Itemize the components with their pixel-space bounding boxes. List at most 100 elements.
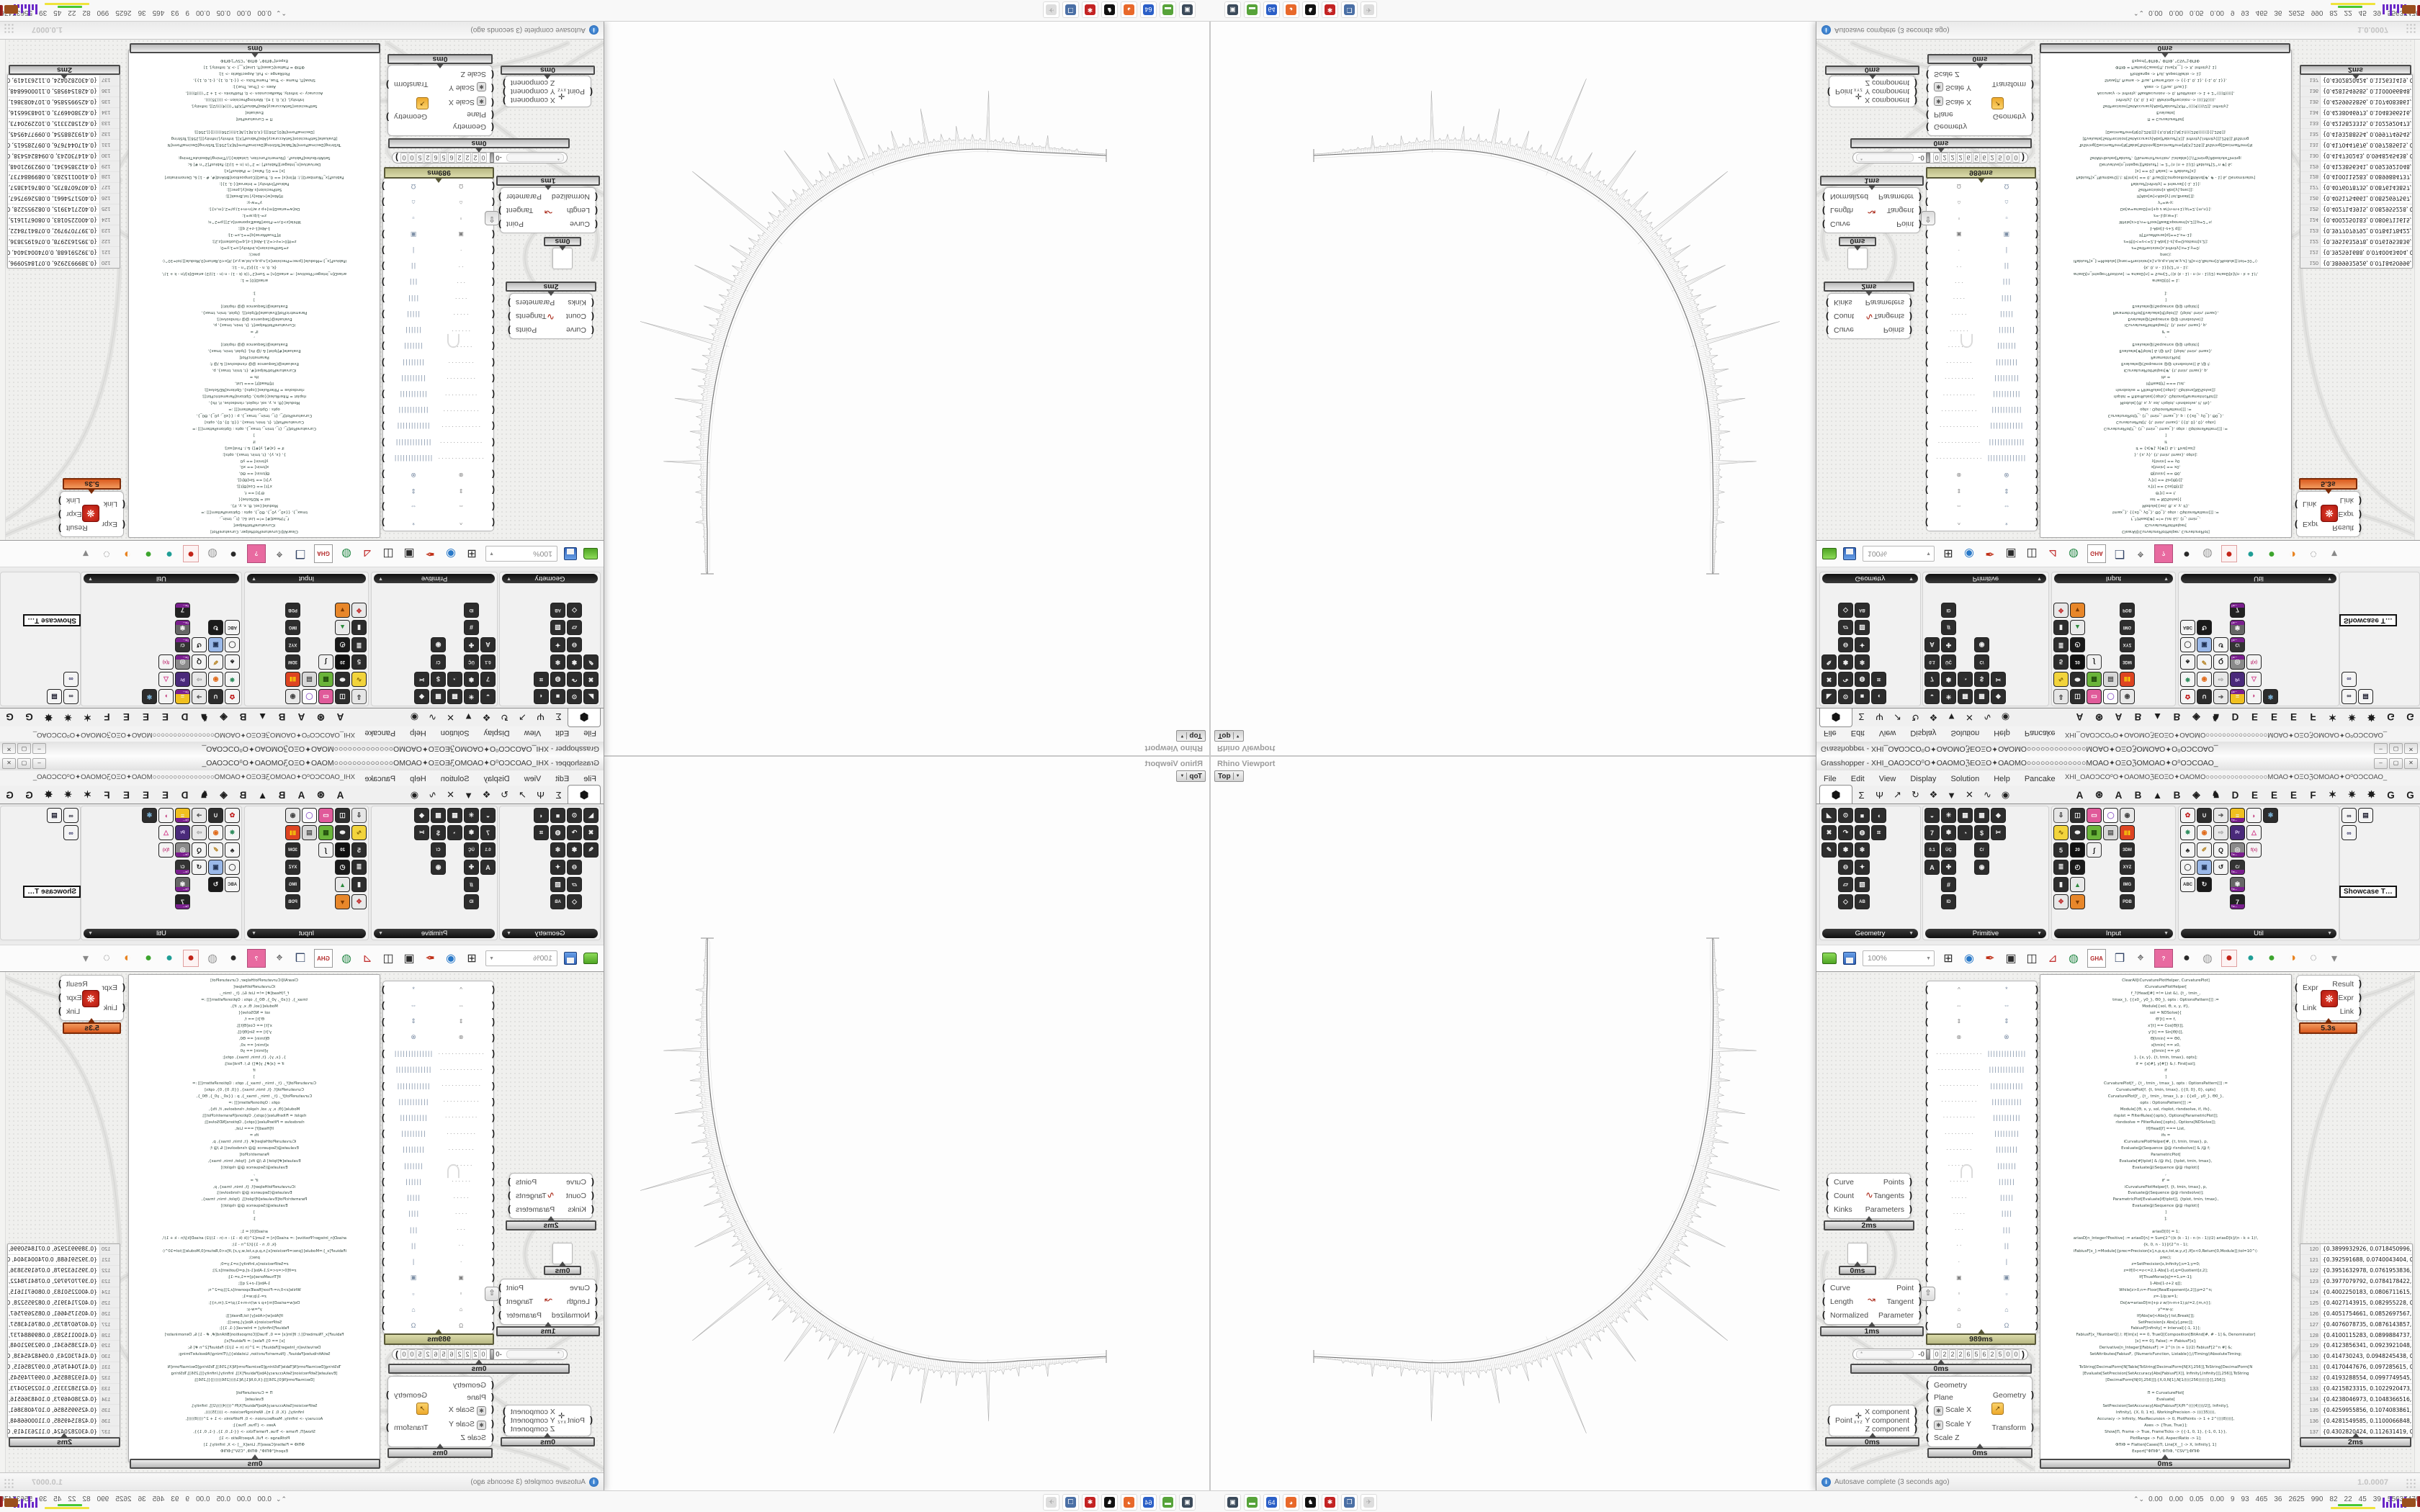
component-icon[interactable]: ▧ [1855, 620, 1870, 635]
component-icon[interactable]: $ [1974, 825, 1989, 840]
find-search-icon[interactable]: ⌖ [2137, 952, 2144, 964]
mathematica-expression-component[interactable]: ExprLinkResultExprLink❋ [2295, 975, 2362, 1021]
symbol-row[interactable]: ············|||||||||||| [1927, 418, 2037, 434]
component-icon[interactable]: 7 [1924, 672, 1940, 687]
scale-nu-component[interactable]: GeometryPlane✱Scale X✱Scale YScale ZGeom… [1926, 1376, 2035, 1447]
resize-grip[interactable] [2406, 1478, 2416, 1488]
toolbar-more-arrow[interactable]: ▾ [2331, 953, 2338, 965]
tab-plugin-13[interactable]: ✶ [2328, 789, 2337, 800]
input-port-plane[interactable]: Plane [1934, 110, 1953, 119]
palette-label-primitive[interactable]: Primitive ▼ [1925, 574, 2046, 583]
symbol-row[interactable]: ⌂⌂ [1925, 1302, 2038, 1318]
output-data-panel[interactable]: 120{0.3899932926, 0.0718450996, 0.0}121{… [7, 74, 120, 269]
tab-plugin-15[interactable]: ✸ [44, 712, 53, 723]
tab-plugin-6[interactable]: ◈ [220, 789, 228, 800]
grasshopper-window[interactable]: Grasshopper - XHΙ_ΟΑΟϽCΟ⁰Ο✦ΟΑΟΜΟℨΕΟΞΟ✦ΟΑ… [0, 21, 604, 756]
output-data-panel[interactable]: 120{0.3899932926, 0.0718450996, 0.0}121{… [2300, 1243, 2413, 1438]
tab-plugin-0[interactable]: A [2076, 790, 2084, 801]
palette-label-input[interactable]: Input ▼ [247, 929, 366, 938]
display-eye-icon[interactable]: ◉ [446, 953, 456, 965]
input-port-point[interactable]: Point [568, 1416, 585, 1425]
component-icon[interactable]: ÜÇ [464, 654, 479, 670]
symbol-row[interactable]: ·······||||||| [383, 1158, 493, 1174]
grasshopper-window[interactable]: Grasshopper - XHΙ_ΟΑΟϽCΟ⁰Ο✦ΟΑΟΜΟℨΕΟΞΟ✦ΟΑ… [1816, 21, 2420, 756]
symbol-row[interactable]: ⇔⇔ [383, 499, 493, 515]
symbol-row[interactable]: ·| [1927, 243, 2037, 258]
component-icon[interactable]: ID [464, 894, 479, 909]
output-port-result[interactable]: Result [66, 980, 88, 989]
rhino-viewport[interactable]: Rhino Viewport Top ▼ [1210, 22, 1816, 756]
component-icon[interactable]: ◫ [2070, 808, 2085, 823]
tab-plugin-17[interactable]: G [6, 711, 14, 722]
menu-item-solution[interactable]: Solution [440, 729, 470, 738]
tab-category-icon-7[interactable]: ∿ [429, 789, 436, 800]
component-icon[interactable]: ⊙ [567, 689, 582, 704]
divide-curve-component[interactable]: CurveCountKinksPointsTangentsParameters∿ [509, 1173, 593, 1219]
menu-item-pancake[interactable]: Pancake [364, 774, 396, 783]
component-icon[interactable]: # [1941, 620, 1956, 635]
tab-category-icon-4[interactable]: ❖ [1929, 789, 1938, 800]
evaluate-length-component[interactable]: CurveLengthNormalizedPointTangentParamet… [1822, 1279, 1922, 1325]
component-icon[interactable]: ◣ [583, 808, 599, 823]
component-icon[interactable]: ❄ [550, 842, 565, 858]
component-icon[interactable]: ◣ [1821, 808, 1837, 823]
component-icon[interactable]: C/ [175, 637, 190, 652]
component-icon[interactable]: Pr [175, 825, 190, 840]
symbol-list-panel[interactable]: ^*⇔⇔⇕⇕⊗⊗··············||||||||||||||····… [1921, 178, 2038, 531]
speaker-box-icon[interactable]: ◫ [382, 547, 394, 559]
component-icon[interactable]: ➔ [192, 808, 207, 823]
symbol-row[interactable]: ·············||||||||||||| [383, 1061, 493, 1077]
component-icon[interactable]: ⬬ [2070, 672, 2085, 687]
component-icon[interactable]: ✱ [2263, 689, 2278, 704]
ball-orange-icon[interactable]: ◑ [2289, 548, 2296, 560]
component-icon[interactable]: ✚ [464, 637, 479, 652]
symbol-list-panel[interactable]: ^*⇔⇔⇕⇕⊗⊗··············||||||||||||||····… [382, 981, 499, 1334]
symbol-row[interactable]: ··············|||||||||||||| [1927, 451, 2037, 467]
component-icon[interactable]: ∿ [2053, 825, 2069, 840]
tab-plugin-1[interactable]: ⊛ [316, 712, 326, 723]
output-port-x-component[interactable]: X component [511, 96, 555, 104]
ball-teal-icon[interactable]: ● [2247, 548, 2254, 560]
component-icon[interactable]: C/ [431, 654, 446, 670]
component-icon[interactable]: Q [2213, 842, 2228, 858]
tab-plugin-13[interactable]: ✶ [83, 712, 92, 723]
draw-brush-icon[interactable]: ✒ [425, 953, 435, 965]
scale-nu-component[interactable]: GeometryPlane✱Scale X✱Scale YScale ZGeom… [387, 65, 493, 136]
component-icon[interactable]: ■ [550, 689, 565, 704]
component-icon[interactable]: ⊖ [1838, 637, 1853, 652]
component-icon[interactable]: # [1941, 877, 1956, 892]
menu-item-help[interactable]: Help [410, 729, 426, 738]
tab-plugin-9[interactable]: E [162, 711, 169, 722]
component-icon[interactable]: PDB [2120, 603, 2135, 618]
output-port-point[interactable]: Point [1896, 220, 1914, 228]
symbol-row[interactable]: ··········|||||||||| [383, 387, 493, 402]
symbol-row[interactable]: ⇕⇕ [1927, 482, 2037, 498]
close-button[interactable]: ✕ [2, 758, 16, 769]
gift-box-icon[interactable]: ? [2154, 544, 2173, 563]
component-icon[interactable]: ▣ [2197, 860, 2212, 875]
resize-grip[interactable] [4, 1478, 14, 1488]
tab-category-icon-8[interactable]: ◉ [2001, 789, 2010, 800]
component-icon[interactable]: ▣ [208, 637, 223, 652]
component-icon[interactable]: 5 [351, 842, 367, 858]
palette-label-util[interactable]: Util ▼ [84, 574, 239, 583]
tab-plugin-14[interactable]: ✷ [2347, 712, 2357, 723]
window-frame-icon[interactable]: ❐ [1062, 1494, 1079, 1511]
component-icon[interactable]: ▭ [2087, 808, 2102, 823]
tab-plugin-3[interactable]: B [278, 790, 286, 801]
input-port-curve[interactable]: Curve [566, 325, 586, 334]
tab-category-icon-1[interactable]: Ψ [537, 790, 544, 801]
component-icon[interactable]: ✽ [1941, 672, 1956, 687]
component-icon[interactable]: △ [158, 825, 174, 840]
expression-tag-icon[interactable]: ✱ [1934, 82, 1943, 92]
tab-plugin-11[interactable]: E [2290, 711, 2297, 722]
input-port-point[interactable]: Point [1835, 87, 1852, 96]
component-icon[interactable]: ◔ [1958, 825, 1973, 840]
component-icon[interactable]: ✦ [550, 860, 565, 875]
component-icon[interactable]: ✐ [2197, 842, 2212, 858]
menu-item-display[interactable]: Display [1910, 774, 1937, 783]
component-icon[interactable]: ✵ [2180, 672, 2195, 687]
rhinoceros-icon[interactable]: ♞ [1101, 1, 1118, 18]
grasshopper-canvas[interactable]: ClearAll[iCurvaturePlotHelper, Curvature… [1816, 39, 2420, 540]
number-slider[interactable]: * -0 0 2 2 2 6 5 6 2 5 0 0 [392, 152, 568, 163]
